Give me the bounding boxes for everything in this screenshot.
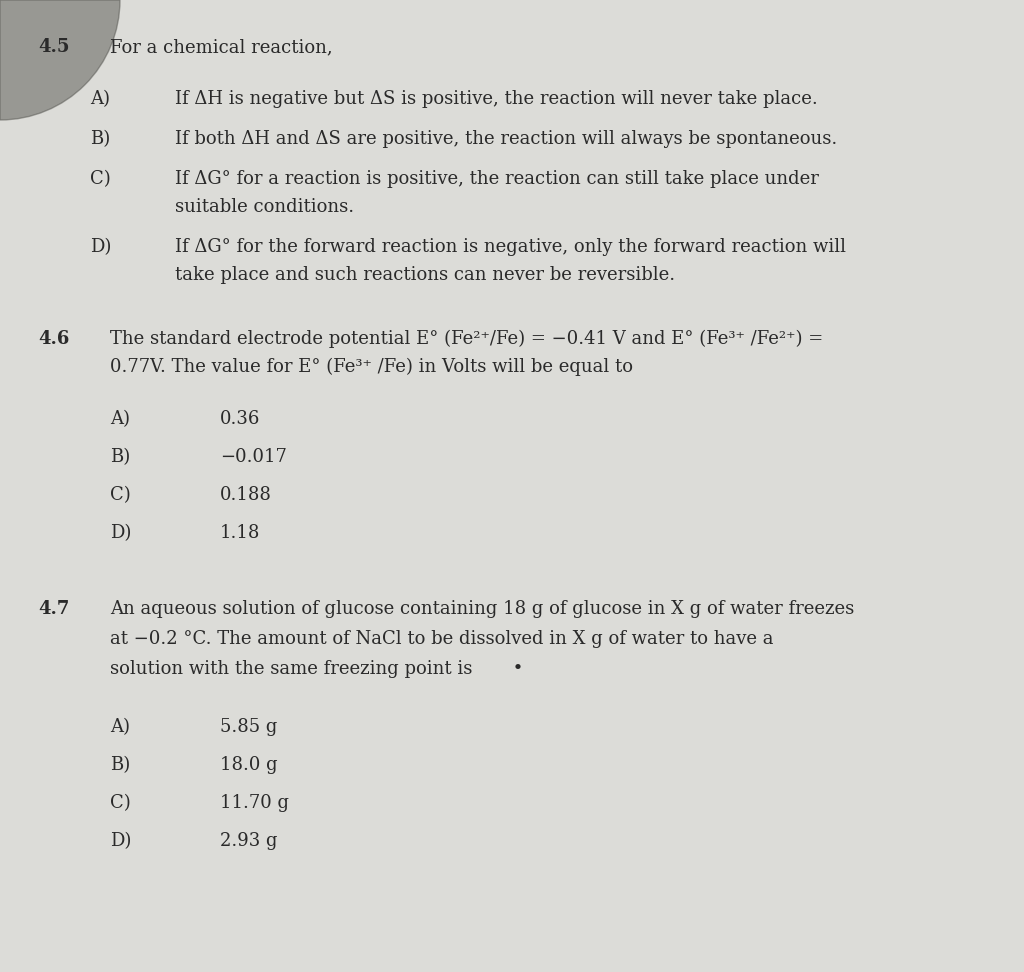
Text: 4.6: 4.6 (38, 330, 70, 348)
Text: at −0.2 °C. The amount of NaCl to be dissolved in X g of water to have a: at −0.2 °C. The amount of NaCl to be dis… (110, 630, 773, 648)
Text: An aqueous solution of glucose containing 18 g of glucose in X g of water freeze: An aqueous solution of glucose containin… (110, 600, 854, 618)
Text: The standard electrode potential E° (Fe²⁺/Fe) = −0.41 V and E° (Fe³⁺ /Fe²⁺) =: The standard electrode potential E° (Fe²… (110, 330, 823, 348)
Text: 2.93 g: 2.93 g (220, 832, 278, 850)
Text: 0.188: 0.188 (220, 486, 272, 504)
Text: 4.7: 4.7 (38, 600, 70, 618)
Text: take place and such reactions can never be reversible.: take place and such reactions can never … (175, 266, 675, 284)
Text: 11.70 g: 11.70 g (220, 794, 289, 812)
Text: D): D) (110, 832, 131, 850)
Text: 0.77V. The value for E° (Fe³⁺ /Fe) in Volts will be equal to: 0.77V. The value for E° (Fe³⁺ /Fe) in Vo… (110, 358, 633, 376)
Text: D): D) (110, 524, 131, 542)
Text: For a chemical reaction,: For a chemical reaction, (110, 38, 333, 56)
Text: If ΔH is negative but ΔS is positive, the reaction will never take place.: If ΔH is negative but ΔS is positive, th… (175, 90, 818, 108)
Text: −0.017: −0.017 (220, 448, 287, 466)
Text: B): B) (90, 130, 111, 148)
Text: C): C) (110, 486, 131, 504)
Text: 5.85 g: 5.85 g (220, 718, 278, 736)
Text: 4.5: 4.5 (38, 38, 70, 56)
Text: B): B) (110, 448, 130, 466)
Text: 18.0 g: 18.0 g (220, 756, 278, 774)
Text: A): A) (110, 410, 130, 428)
Text: If ΔG° for the forward reaction is negative, only the forward reaction will: If ΔG° for the forward reaction is negat… (175, 238, 846, 256)
Text: If ΔG° for a reaction is positive, the reaction can still take place under: If ΔG° for a reaction is positive, the r… (175, 170, 819, 188)
Wedge shape (0, 0, 120, 120)
Text: D): D) (90, 238, 112, 256)
Text: suitable conditions.: suitable conditions. (175, 198, 354, 216)
Text: C): C) (90, 170, 111, 188)
Text: 0.36: 0.36 (220, 410, 260, 428)
Text: solution with the same freezing point is       •: solution with the same freezing point is… (110, 660, 523, 678)
Text: 1.18: 1.18 (220, 524, 260, 542)
Text: B): B) (110, 756, 130, 774)
Text: A): A) (110, 718, 130, 736)
Text: If both ΔH and ΔS are positive, the reaction will always be spontaneous.: If both ΔH and ΔS are positive, the reac… (175, 130, 838, 148)
Text: A): A) (90, 90, 110, 108)
Text: C): C) (110, 794, 131, 812)
